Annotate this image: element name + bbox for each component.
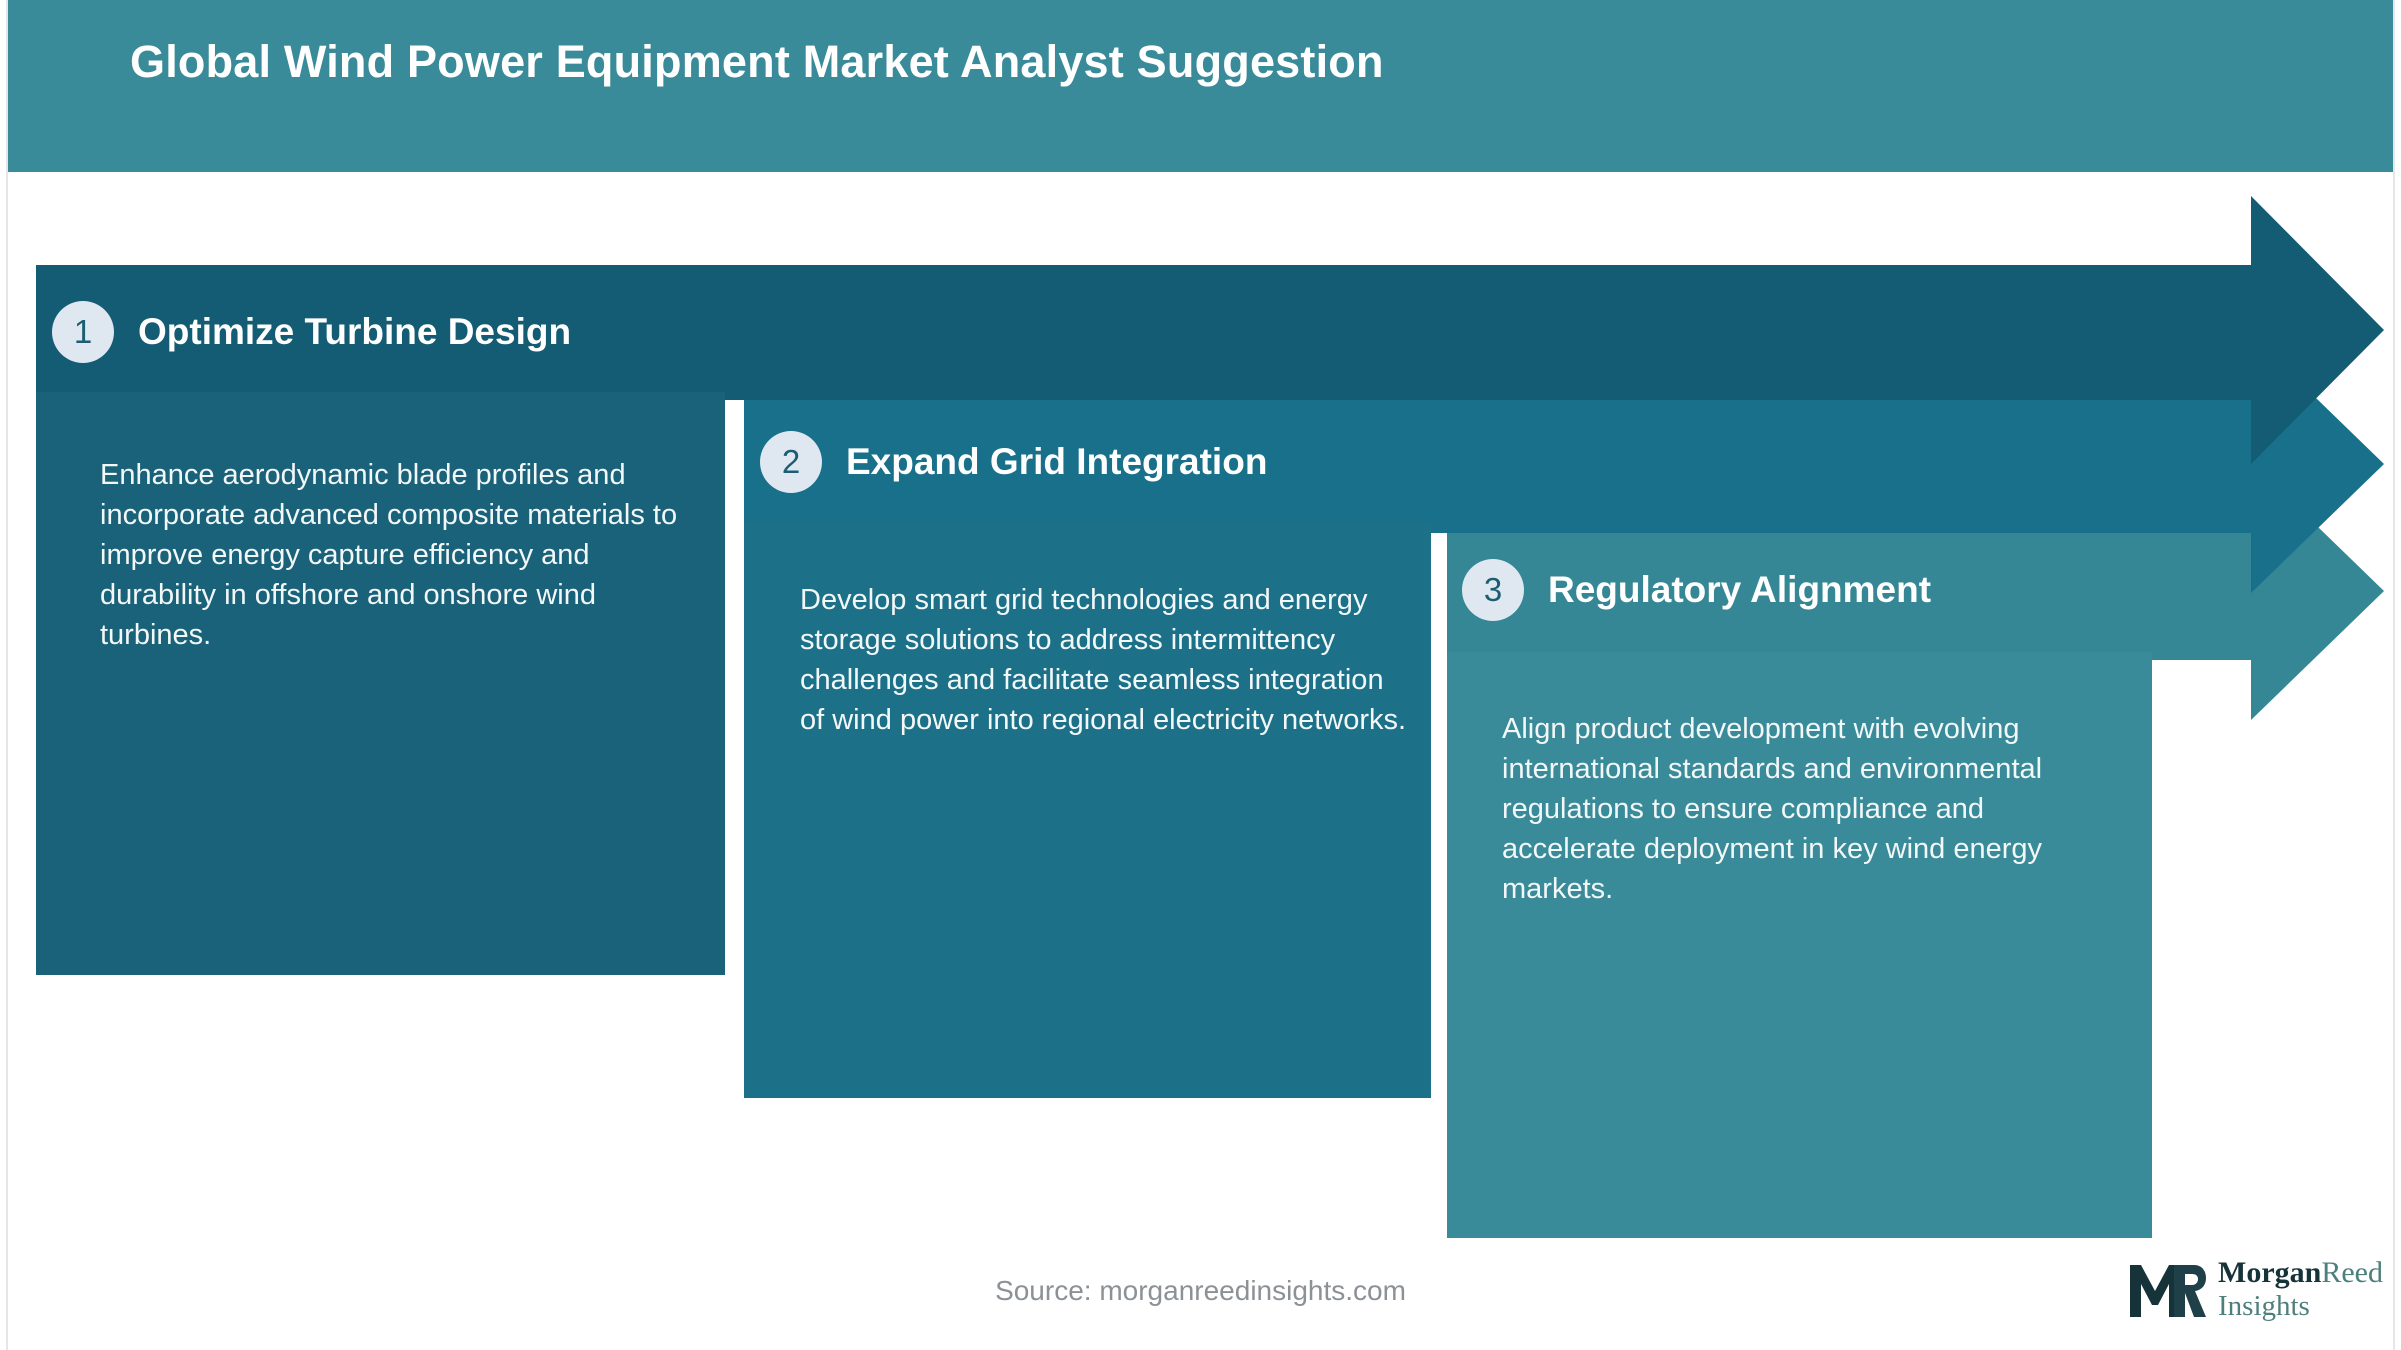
brand-logo: MorganReed Insights bbox=[2128, 1258, 2383, 1321]
step-title-3: Regulatory Alignment bbox=[1548, 569, 1932, 610]
frame-border-left bbox=[0, 0, 8, 1350]
step-banner-1[interactable]: 1 Optimize Turbine Design bbox=[52, 301, 572, 363]
step-panel-2: Develop smart grid technologies and ener… bbox=[744, 522, 1431, 1098]
step-number-badge-3: 3 bbox=[1462, 559, 1524, 621]
page-title: Global Wind Power Equipment Market Analy… bbox=[130, 36, 1384, 87]
step-banner-2[interactable]: 2 Expand Grid Integration bbox=[760, 431, 1268, 493]
step-title-1: Optimize Turbine Design bbox=[138, 311, 572, 352]
step-number-badge-2: 2 bbox=[760, 431, 822, 493]
step-body-1: Enhance aerodynamic blade profiles and i… bbox=[100, 459, 678, 651]
logo-line-1: MorganReed bbox=[2218, 1258, 2383, 1288]
step-body-2: Develop smart grid technologies and ener… bbox=[800, 584, 1407, 736]
step-banner-3[interactable]: 3 Regulatory Alignment bbox=[1462, 559, 1932, 621]
step-panel-3: Align product development with evolving … bbox=[1447, 652, 2152, 1238]
header-bar: Global Wind Power Equipment Market Analy… bbox=[8, 0, 2393, 172]
step-number-badge-1: 1 bbox=[52, 301, 114, 363]
mr-monogram-icon bbox=[2130, 1264, 2206, 1317]
logo-reed-text: Reed bbox=[2321, 1256, 2383, 1289]
step-title-2: Expand Grid Integration bbox=[846, 441, 1268, 482]
step-body-3: Align product development with evolving … bbox=[1502, 713, 2043, 905]
frame-border-right bbox=[2393, 0, 2401, 1350]
logo-morgan-text: Morgan bbox=[2218, 1256, 2322, 1289]
source-caption: Source: morganreedinsights.com bbox=[995, 1275, 1406, 1306]
logo-insights-text: Insights bbox=[2218, 1290, 2310, 1322]
step-panel-1: Enhance aerodynamic blade profiles and i… bbox=[36, 392, 725, 975]
logo-wordmark: MorganReed Insights bbox=[2218, 1258, 2383, 1321]
